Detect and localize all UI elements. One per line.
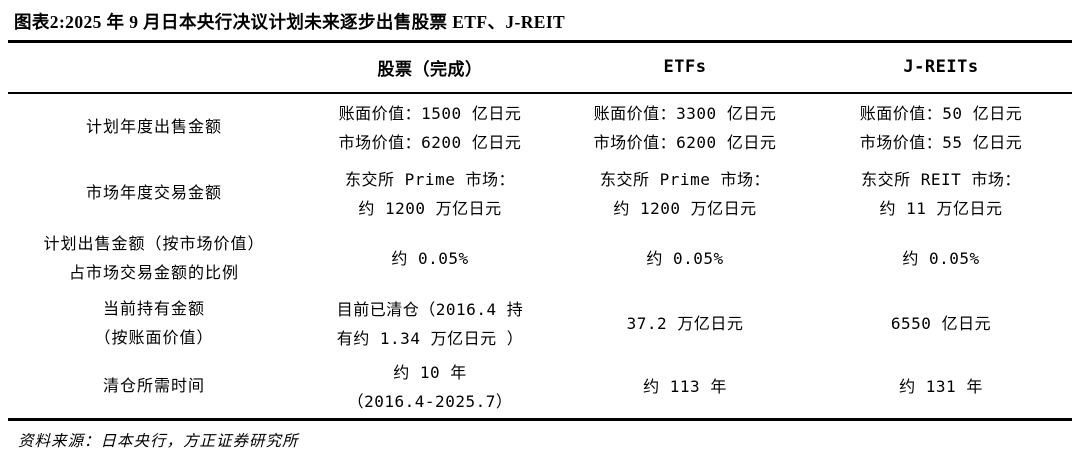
cell-etfs: 约 0.05%	[646, 249, 724, 268]
figure-title: 图表2:2025 年 9 月日本央行决议计划未来逐步出售股票 ETF、J-REI…	[14, 12, 566, 32]
table-row: 计划年度出售金额 账面价值：1500 亿日元 市场价值：6200 亿日元 账面价…	[8, 93, 1072, 162]
cell-jreits: 东交所 REIT 市场： 约 11 万亿日元	[861, 169, 1021, 218]
cell-jreits: 6550 亿日元	[890, 314, 992, 333]
row-label: 市场年度交易金额	[85, 185, 222, 202]
cell-stocks: 约 0.05%	[391, 249, 469, 268]
cell-stocks: 东交所 Prime 市场： 约 1200 万亿日元	[345, 169, 515, 218]
header-jreits: J-REITs	[810, 41, 1072, 94]
cell-etfs: 约 113 年	[643, 377, 727, 396]
header-stocks: 股票（完成）	[300, 41, 560, 94]
cell-jreits: 账面价值：50 亿日元 市场价值：55 亿日元	[859, 103, 1023, 152]
row-label: 计划出售金额（按市场价值） 占市场交易金额的比例	[43, 235, 265, 282]
header-row: 股票（完成） ETFs J-REITs	[8, 41, 1072, 94]
cell-stocks: 目前已清仓（2016.4 持 有约 1.34 万亿日元 ）	[336, 299, 524, 348]
cell-stocks: 账面价值：1500 亿日元 市场价值：6200 亿日元	[338, 103, 522, 152]
source-note: 资料来源：日本央行，方正证券研究所	[18, 432, 299, 450]
table-header: 股票（完成） ETFs J-REITs	[8, 41, 1072, 94]
cell-etfs: 37.2 万亿日元	[626, 314, 744, 333]
cell-etfs: 东交所 Prime 市场： 约 1200 万亿日元	[600, 169, 770, 218]
table-row: 计划出售金额（按市场价值） 占市场交易金额的比例 约 0.05% 约 0.05%…	[8, 226, 1072, 292]
row-label: 当前持有金额 （按账面价值）	[94, 300, 214, 347]
table-row: 当前持有金额 （按账面价值） 目前已清仓（2016.4 持 有约 1.34 万亿…	[8, 292, 1072, 356]
row-label: 计划年度出售金额	[85, 119, 222, 136]
header-etfs: ETFs	[560, 41, 810, 94]
cell-etfs: 账面价值：3300 亿日元 市场价值：6200 亿日元	[593, 103, 777, 152]
cell-jreits: 约 131 年	[899, 377, 983, 396]
table-row: 清仓所需时间 约 10 年 （2016.4-2025.7） 约 113 年 约 …	[8, 356, 1072, 420]
cell-stocks: 约 10 年 （2016.4-2025.7）	[347, 362, 513, 411]
header-corner-empty	[8, 41, 300, 94]
boj-sale-plan-table: 股票（完成） ETFs J-REITs 计划年度出售金额 账面价值：1500 亿…	[8, 40, 1072, 421]
row-label: 清仓所需时间	[102, 378, 205, 395]
table-row: 市场年度交易金额 东交所 Prime 市场： 约 1200 万亿日元 东交所 P…	[8, 162, 1072, 226]
cell-jreits: 约 0.05%	[902, 249, 980, 268]
